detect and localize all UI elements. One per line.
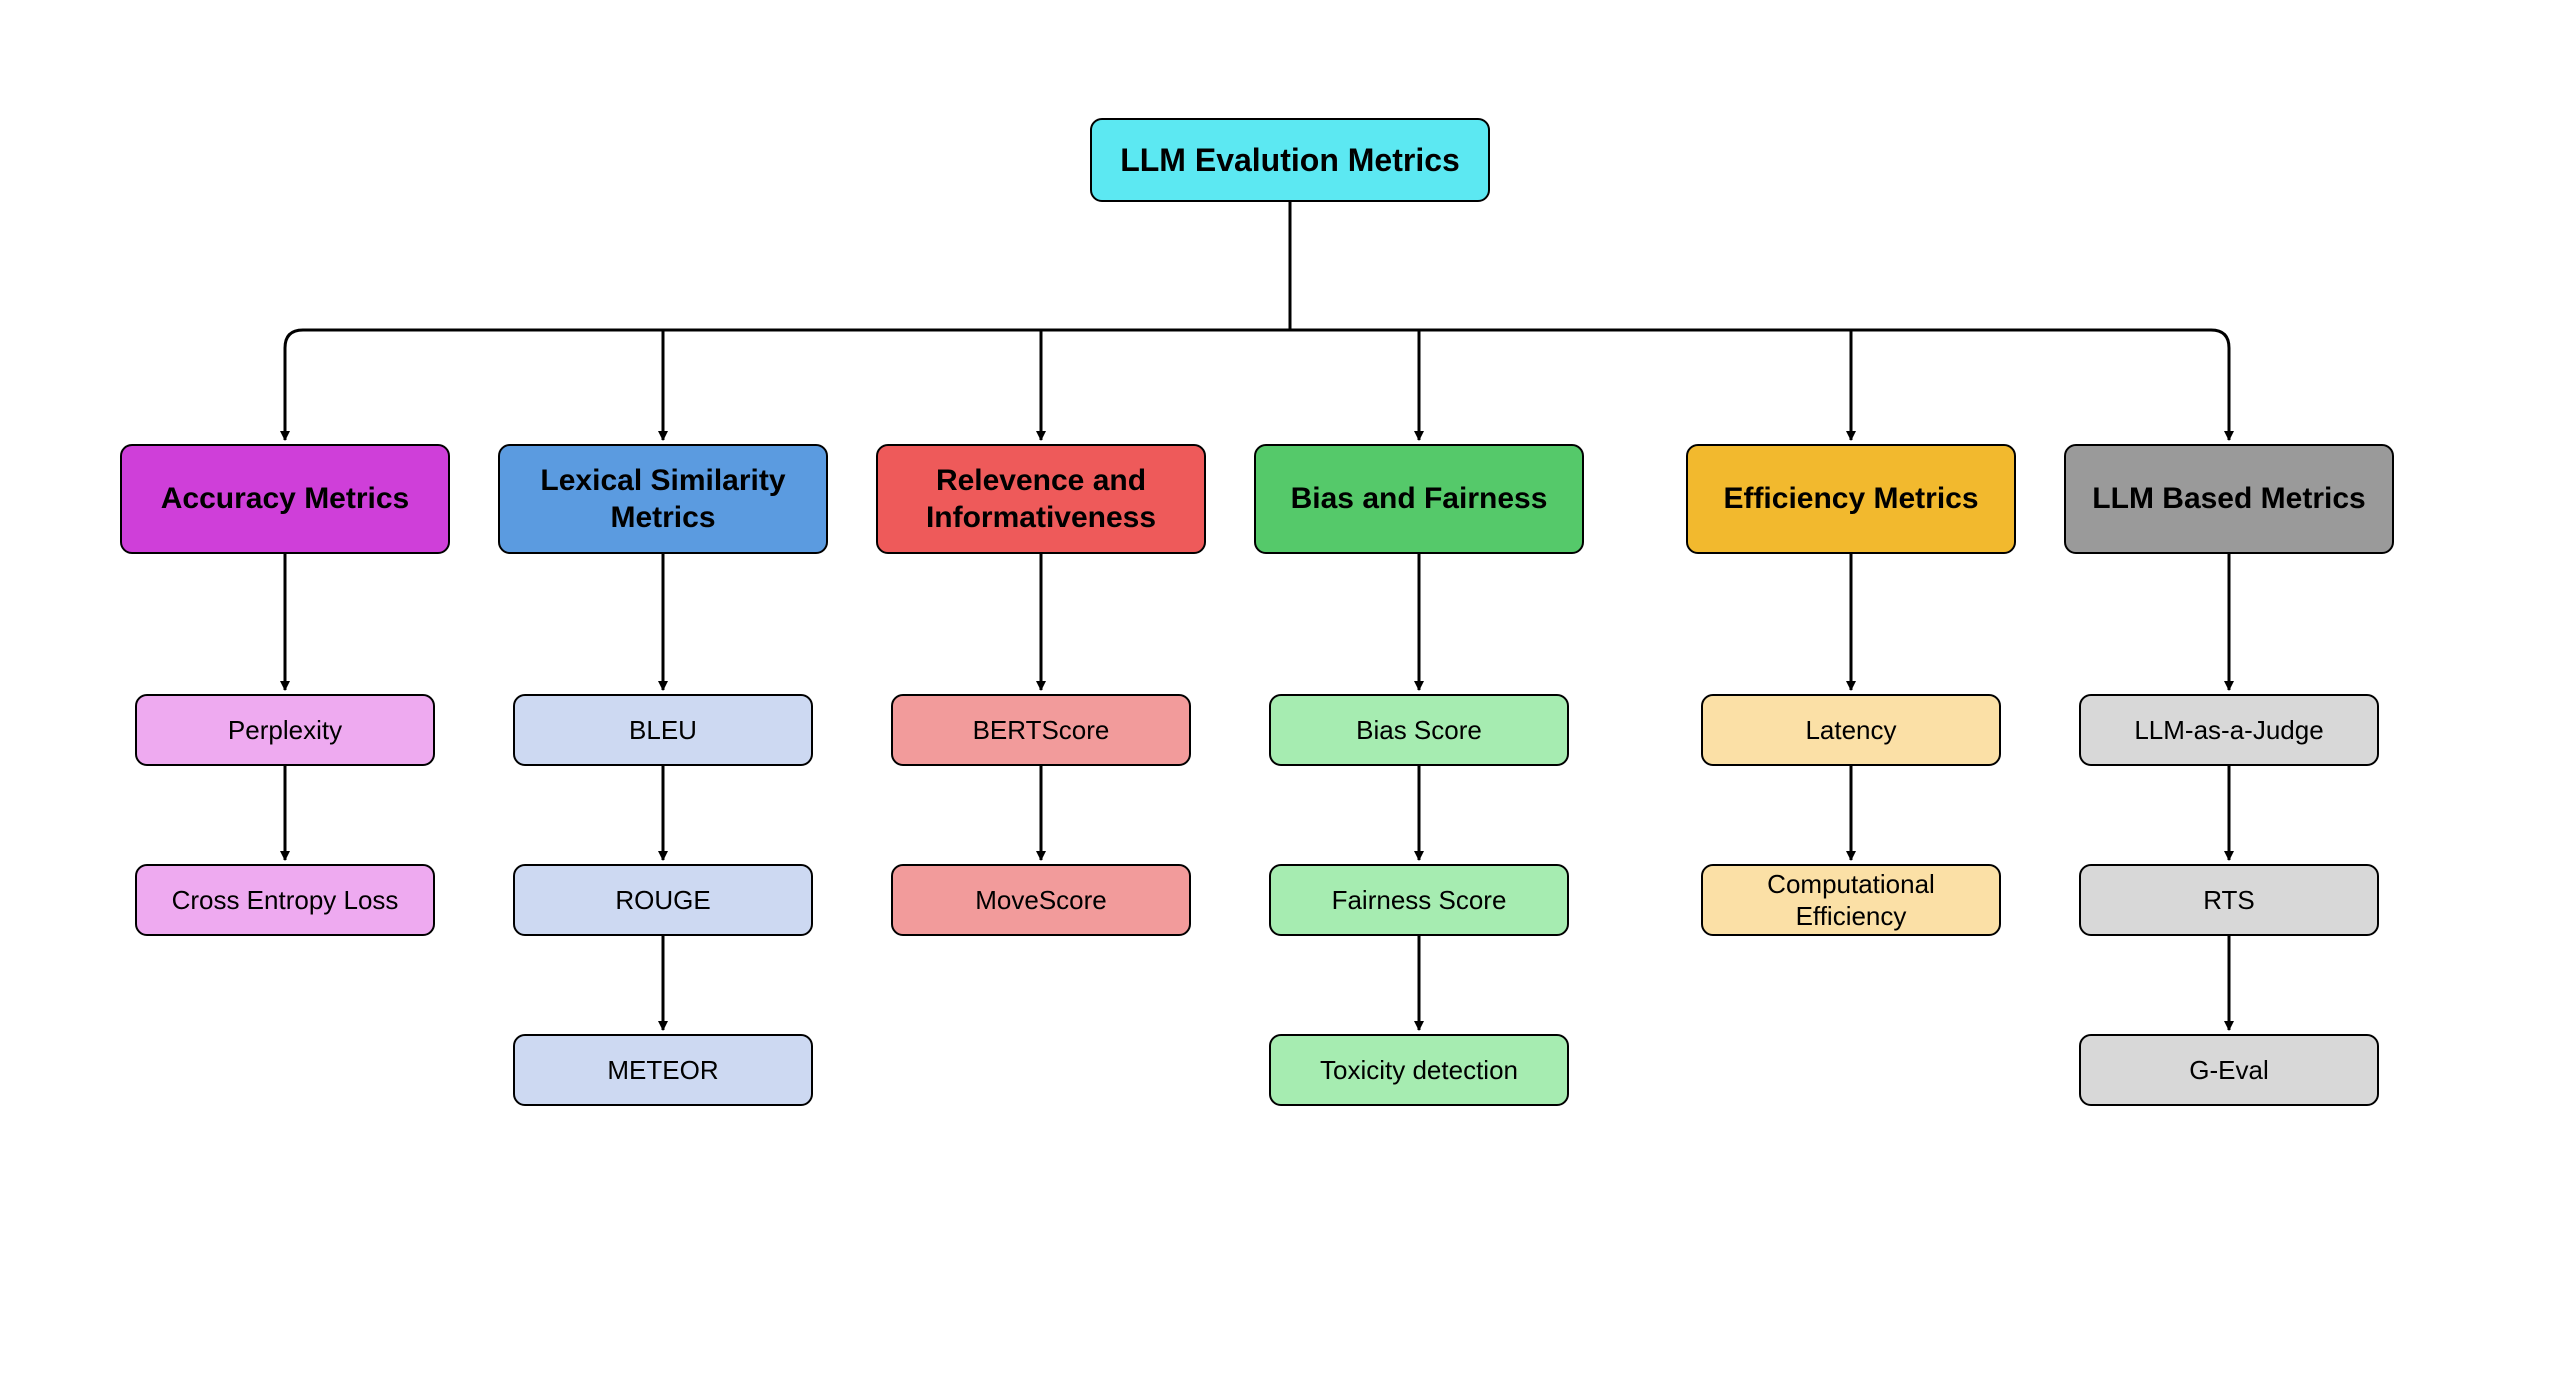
category-efficiency: Efficiency Metrics [1686, 444, 2016, 554]
category-accuracy: Accuracy Metrics [120, 444, 450, 554]
category-llmbased: LLM Based Metrics [2064, 444, 2394, 554]
category-relevance: Relevence and Informativeness [876, 444, 1206, 554]
leaf-relevance-0: BERTScore [891, 694, 1191, 766]
leaf-lexical-1: ROUGE [513, 864, 813, 936]
leaf-relevance-1: MoveScore [891, 864, 1191, 936]
leaf-bias-0: Bias Score [1269, 694, 1569, 766]
category-bias: Bias and Fairness [1254, 444, 1584, 554]
leaf-lexical-0: BLEU [513, 694, 813, 766]
leaf-accuracy-0: Perplexity [135, 694, 435, 766]
leaf-bias-2: Toxicity detection [1269, 1034, 1569, 1106]
leaf-lexical-2: METEOR [513, 1034, 813, 1106]
leaf-accuracy-1: Cross Entropy Loss [135, 864, 435, 936]
root-node: LLM Evalution Metrics [1090, 118, 1490, 202]
leaf-llmbased-0: LLM-as-a-Judge [2079, 694, 2379, 766]
category-lexical: Lexical Similarity Metrics [498, 444, 828, 554]
leaf-llmbased-2: G-Eval [2079, 1034, 2379, 1106]
leaf-llmbased-1: RTS [2079, 864, 2379, 936]
leaf-efficiency-1: Computational Efficiency [1701, 864, 2001, 936]
leaf-efficiency-0: Latency [1701, 694, 2001, 766]
leaf-bias-1: Fairness Score [1269, 864, 1569, 936]
